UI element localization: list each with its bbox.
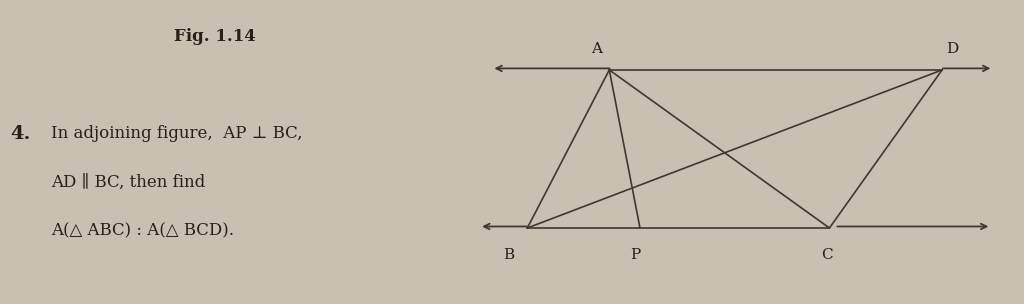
Text: AD ∥ BC, then find: AD ∥ BC, then find — [51, 174, 206, 191]
Text: A: A — [592, 42, 602, 56]
Text: P: P — [630, 248, 640, 262]
Text: In adjoining figure,  AP ⊥ BC,: In adjoining figure, AP ⊥ BC, — [51, 125, 303, 142]
Text: D: D — [946, 42, 958, 56]
Text: 4.: 4. — [10, 125, 31, 143]
Text: Fig. 1.14: Fig. 1.14 — [174, 28, 256, 45]
Text: A(△ ABC) : A(△ BCD).: A(△ ABC) : A(△ BCD). — [51, 223, 234, 240]
Text: B: B — [504, 248, 514, 262]
Text: C: C — [821, 248, 834, 262]
